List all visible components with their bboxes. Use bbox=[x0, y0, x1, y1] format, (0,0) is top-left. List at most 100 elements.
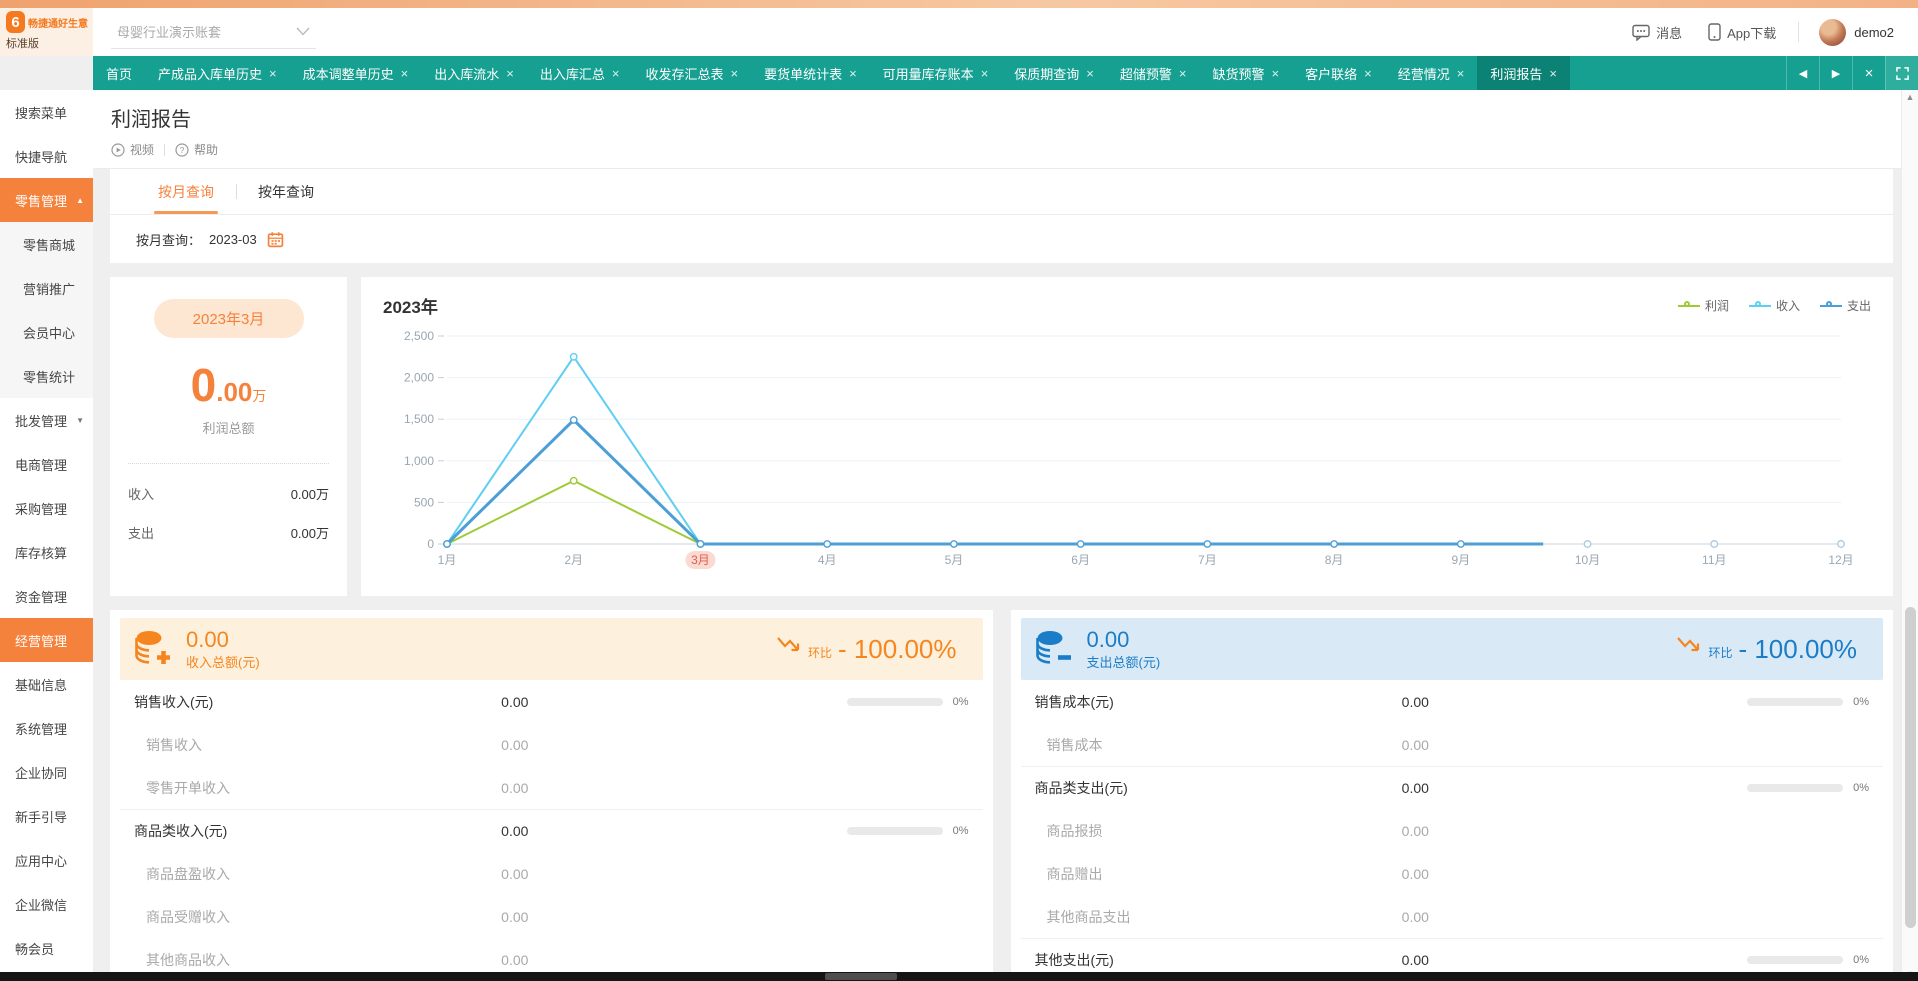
tab-close-icon[interactable]: × bbox=[849, 65, 857, 81]
tab-close-icon[interactable]: × bbox=[1271, 65, 1280, 81]
sidebar-item[interactable]: 企业协同 bbox=[0, 750, 93, 794]
report-row-value: 0.00 bbox=[501, 865, 529, 882]
sidebar-item[interactable]: 电商管理 bbox=[0, 442, 93, 486]
tab[interactable]: 首页 bbox=[93, 56, 145, 90]
report-row-value: 0.00 bbox=[1401, 865, 1429, 882]
tab[interactable]: 要货单统计表 × bbox=[751, 56, 870, 90]
sidebar-item[interactable]: 营销推广 bbox=[0, 266, 93, 310]
tab[interactable]: 经营情况 × bbox=[1385, 56, 1478, 90]
sidebar-item[interactable]: 批发管理 ▼ bbox=[0, 398, 93, 442]
sidebar-item[interactable]: 资金管理 bbox=[0, 574, 93, 618]
tab-label: 缺货预警 bbox=[1212, 66, 1265, 82]
query-mode-tab[interactable]: 按年查询 bbox=[236, 169, 336, 214]
report-row-label: 商品盘盈收入 bbox=[146, 865, 230, 882]
coins-plus-icon bbox=[135, 631, 170, 664]
tab-close-icon[interactable]: × bbox=[1456, 65, 1465, 81]
chevron-down-icon bbox=[296, 27, 310, 36]
sidebar-item[interactable]: 零售统计 bbox=[0, 354, 93, 398]
horizontal-scrollbar[interactable] bbox=[0, 972, 1918, 981]
sidebar-item-label: 营销推广 bbox=[23, 281, 76, 297]
sidebar-item[interactable]: 新手引导 bbox=[0, 794, 93, 838]
report-top-row: 2023年3月 0.00万 利润总额 收入 0.00万 支出 0.00万 bbox=[110, 277, 1893, 596]
query-mode-tab-label: 按年查询 bbox=[258, 183, 314, 200]
sidebar-item[interactable]: 经营管理 bbox=[0, 618, 93, 662]
tab[interactable]: 产成品入库单历史 × bbox=[145, 56, 290, 90]
query-mode-tab[interactable]: 按月查询 bbox=[136, 169, 236, 214]
report-row-label: 其他支出(元) bbox=[1034, 952, 1114, 968]
sidebar-item[interactable]: 基础信息 bbox=[0, 662, 93, 706]
progress-percent: 0% bbox=[952, 825, 969, 837]
tab[interactable]: 成本调整单历史 × bbox=[290, 56, 422, 90]
help-link[interactable]: ? 帮助 bbox=[175, 141, 218, 158]
sidebar-item-label: 基础信息 bbox=[15, 677, 68, 693]
app-download-button[interactable]: App下载 bbox=[1708, 23, 1776, 42]
messages-label: 消息 bbox=[1656, 25, 1683, 41]
tab[interactable]: 出入库汇总 × bbox=[527, 56, 633, 90]
tab-close-icon[interactable]: × bbox=[506, 65, 514, 81]
tab[interactable]: 客户联络 × bbox=[1292, 56, 1385, 90]
video-link[interactable]: 视频 bbox=[111, 141, 154, 158]
tab[interactable]: 超储预警 × bbox=[1107, 56, 1200, 90]
sidebar-item-label: 应用中心 bbox=[15, 853, 68, 869]
sidebar-item[interactable]: 搜索菜单 bbox=[0, 90, 93, 134]
sidebar-item[interactable]: 应用中心 bbox=[0, 838, 93, 882]
sidebar-item[interactable]: 系统管理 bbox=[0, 706, 93, 750]
tab-close-icon[interactable]: × bbox=[730, 65, 739, 81]
fullscreen-icon[interactable] bbox=[1885, 56, 1918, 90]
svg-text:2月: 2月 bbox=[564, 553, 583, 567]
scroll-up-icon[interactable]: ▲ bbox=[1905, 92, 1915, 102]
tab[interactable]: 出入库流水 × bbox=[421, 56, 527, 90]
sidebar-item-label: 系统管理 bbox=[15, 721, 68, 737]
sidebar-item[interactable]: 库存核算 bbox=[0, 530, 93, 574]
sidebar-item[interactable]: 零售管理 ▲ bbox=[0, 178, 93, 222]
tab-close-icon[interactable]: × bbox=[1178, 65, 1187, 81]
tab-close-icon[interactable]: × bbox=[400, 65, 409, 81]
calendar-icon[interactable] bbox=[267, 231, 284, 248]
income-mom-label: 环比 bbox=[807, 645, 832, 660]
main-content: 利润报告 视频 ? 帮助 按月查 bbox=[93, 90, 1901, 981]
sidebar-item[interactable]: 会员中心 bbox=[0, 310, 93, 354]
username[interactable]: demo2 bbox=[1854, 24, 1894, 40]
progress-bar bbox=[1747, 697, 1844, 706]
tab-close-icon[interactable]: × bbox=[1364, 65, 1372, 81]
workspace-select[interactable]: 母婴行业演示账套 bbox=[111, 15, 316, 49]
play-circle-icon bbox=[111, 142, 125, 157]
tab-close-icon[interactable]: × bbox=[611, 65, 620, 81]
tabs-close-all-button[interactable]: × bbox=[1852, 56, 1885, 90]
progress-bar bbox=[1747, 956, 1844, 964]
app-body: 搜索菜单 快捷导航 零售管理 ▲ 零售商城 bbox=[0, 90, 1918, 981]
tab-close-icon[interactable]: × bbox=[1086, 65, 1094, 81]
profit-chart-plot[interactable]: 0 500 1,000 1,500 2,000 2,500 1月 2月 3月 4月 5月 6月 7月 8月… bbox=[383, 324, 1871, 576]
horizontal-scrollbar-thumb[interactable] bbox=[825, 973, 897, 980]
legend-item[interactable]: 收入 bbox=[1748, 297, 1800, 314]
tab[interactable]: 保质期查询 × bbox=[1001, 56, 1107, 90]
trend-down-icon bbox=[777, 637, 800, 652]
tab[interactable]: 缺货预警 × bbox=[1200, 56, 1293, 90]
sidebar-item[interactable]: 采购管理 bbox=[0, 486, 93, 530]
summary-expense-value: 0.00万 bbox=[290, 526, 329, 541]
tabs-scroll-left-button[interactable]: ◀ bbox=[1786, 56, 1819, 90]
tab-close-icon[interactable]: × bbox=[980, 65, 989, 81]
avatar[interactable] bbox=[1819, 18, 1847, 46]
tab[interactable]: 收发存汇总表 × bbox=[632, 56, 751, 90]
tabs-scroll-right-button[interactable]: ▶ bbox=[1819, 56, 1852, 90]
tab-label: 保质期查询 bbox=[1014, 66, 1080, 82]
vertical-scrollbar-thumb[interactable] bbox=[1905, 606, 1916, 928]
sidebar-item-label: 资金管理 bbox=[15, 589, 68, 605]
tab-close-icon[interactable]: × bbox=[1549, 65, 1557, 81]
report-row-label: 其他商品支出 bbox=[1046, 908, 1131, 925]
sidebar-item[interactable]: 企业微信 bbox=[0, 882, 93, 926]
legend-item[interactable]: 利润 bbox=[1677, 297, 1729, 314]
summary-expense-label: 支出 bbox=[128, 526, 155, 541]
messages-button[interactable]: 消息 bbox=[1632, 23, 1682, 42]
vertical-scrollbar[interactable]: ▲ ▼ bbox=[1901, 90, 1918, 981]
sidebar-item[interactable]: 快捷导航 bbox=[0, 134, 93, 178]
date-filter-value[interactable]: 2023-03 bbox=[209, 231, 257, 247]
tab[interactable]: 可用量库存账本 × bbox=[870, 56, 1002, 90]
tab-close-icon[interactable]: × bbox=[269, 65, 277, 81]
tab[interactable]: 利润报告 × bbox=[1477, 56, 1570, 90]
progress-percent: 0% bbox=[1853, 695, 1869, 708]
sidebar-item[interactable]: 畅会员 bbox=[0, 926, 93, 970]
sidebar-item[interactable]: 零售商城 bbox=[0, 222, 93, 266]
legend-item[interactable]: 支出 bbox=[1819, 297, 1871, 314]
